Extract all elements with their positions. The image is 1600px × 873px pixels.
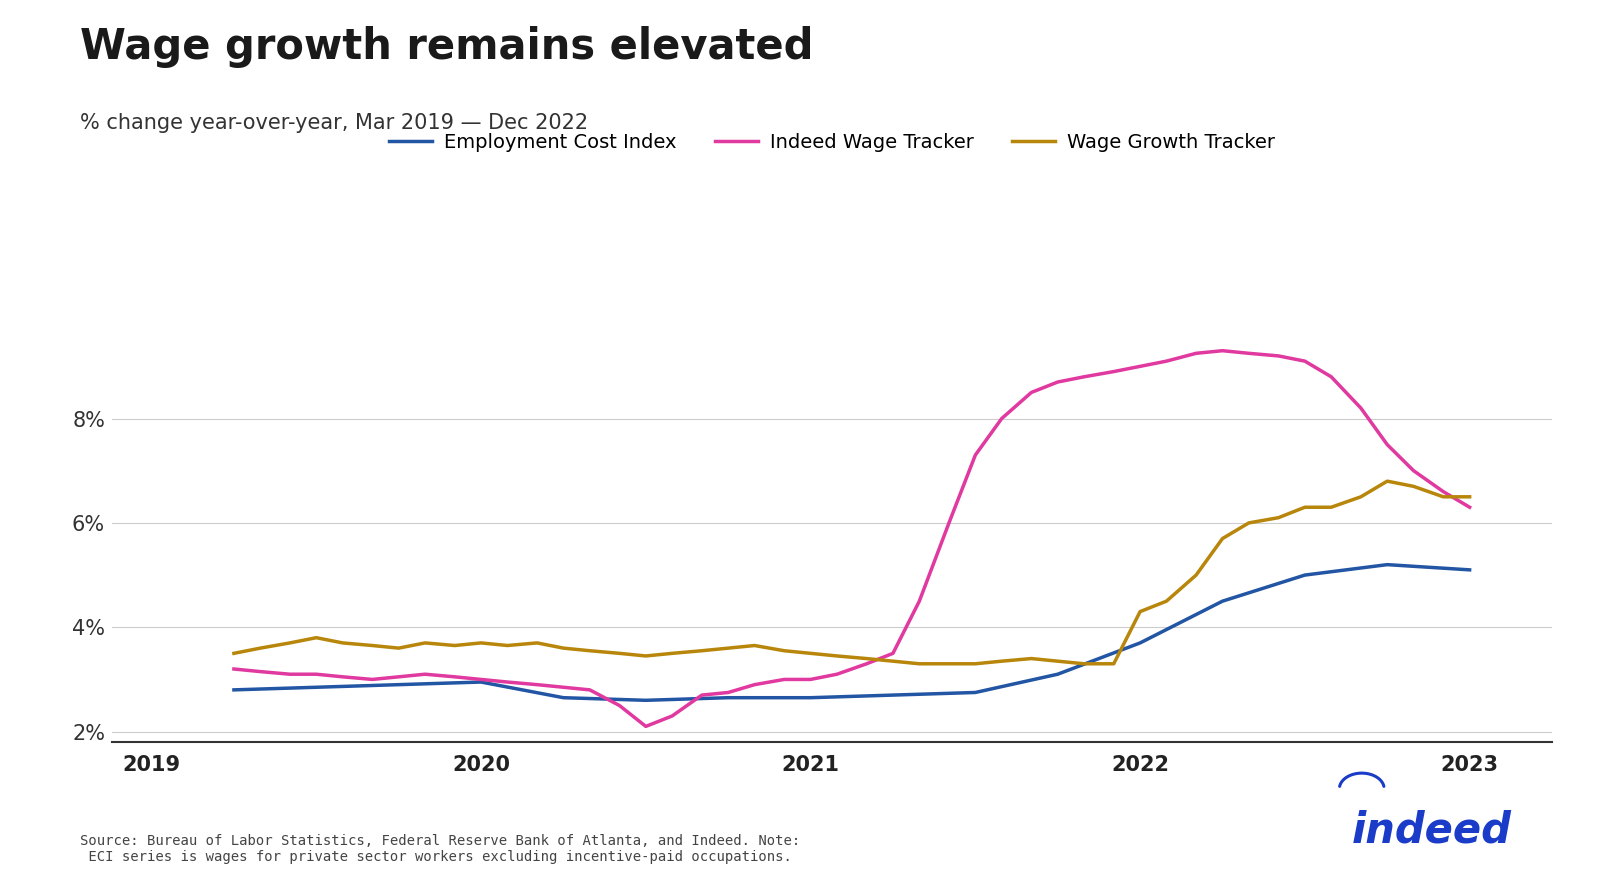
- Text: Source: Bureau of Labor Statistics, Federal Reserve Bank of Atlanta, and Indeed.: Source: Bureau of Labor Statistics, Fede…: [80, 834, 800, 864]
- Text: % change year-over-year, Mar 2019 — Dec 2022: % change year-over-year, Mar 2019 — Dec …: [80, 113, 589, 134]
- Text: indeed: indeed: [1352, 809, 1512, 851]
- Legend: Employment Cost Index, Indeed Wage Tracker, Wage Growth Tracker: Employment Cost Index, Indeed Wage Track…: [381, 126, 1283, 160]
- Text: Wage growth remains elevated: Wage growth remains elevated: [80, 26, 813, 68]
